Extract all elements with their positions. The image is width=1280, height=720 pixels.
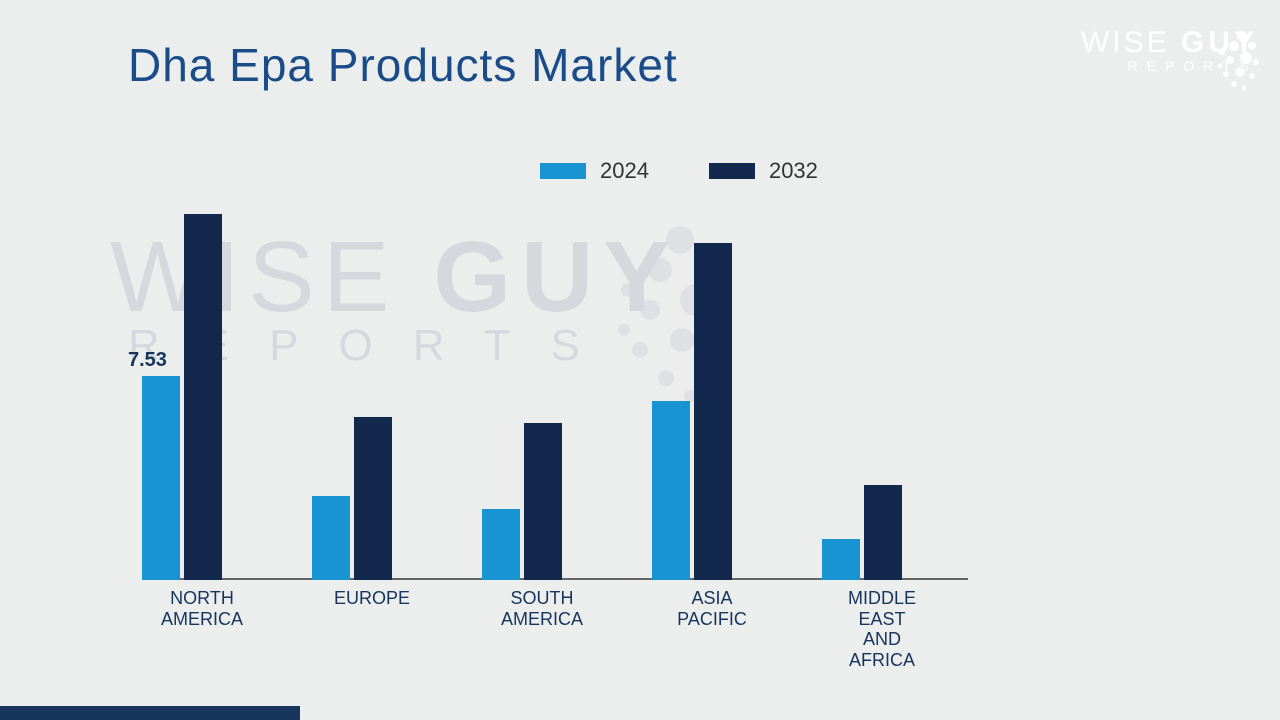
legend-swatch-2024 (540, 163, 586, 179)
bar-2024 (822, 539, 860, 580)
legend: 2024 2032 (540, 158, 818, 184)
stage: Dha Epa Products Market WISE GUY REPORTS (0, 0, 1280, 720)
category-label: NORTHAMERICA (122, 580, 282, 629)
bar-group: ASIAPACIFIC (652, 200, 772, 580)
bar-group: MIDDLEEASTANDAFRICA (822, 200, 942, 580)
data-label: 7.53 (128, 349, 167, 372)
legend-label-2032: 2032 (769, 158, 818, 184)
brand-logo: WISE GUY REPORTS (1081, 26, 1258, 74)
bar-2032 (694, 243, 732, 580)
bar-2032 (184, 214, 222, 580)
brain-dots-icon (1186, 22, 1264, 100)
bar-chart: Market Size in USD Billion 7.53NORTHAMER… (108, 200, 968, 580)
legend-swatch-2032 (709, 163, 755, 179)
bar-group: 7.53NORTHAMERICA (142, 200, 262, 580)
plot-area: 7.53NORTHAMERICA EUROPE SOUTHAMERICA ASIAPA… (142, 200, 968, 580)
bar-group: SOUTHAMERICA (482, 200, 602, 580)
footer-accent-bar (0, 706, 300, 720)
bar-2024 (312, 496, 350, 580)
category-label: EUROPE (292, 580, 452, 609)
bar-2032 (864, 485, 902, 580)
bar-2032 (354, 417, 392, 580)
chart-title: Dha Epa Products Market (128, 38, 678, 92)
bar-2024 (142, 376, 180, 580)
category-label: SOUTHAMERICA (462, 580, 622, 629)
legend-item-2024: 2024 (540, 158, 649, 184)
category-label: ASIAPACIFIC (632, 580, 792, 629)
legend-label-2024: 2024 (600, 158, 649, 184)
legend-item-2032: 2032 (709, 158, 818, 184)
bar-2024 (482, 509, 520, 580)
bar-group: EUROPE (312, 200, 432, 580)
bar-2032 (524, 423, 562, 580)
category-label: MIDDLEEASTANDAFRICA (802, 580, 962, 671)
bar-2024 (652, 401, 690, 580)
